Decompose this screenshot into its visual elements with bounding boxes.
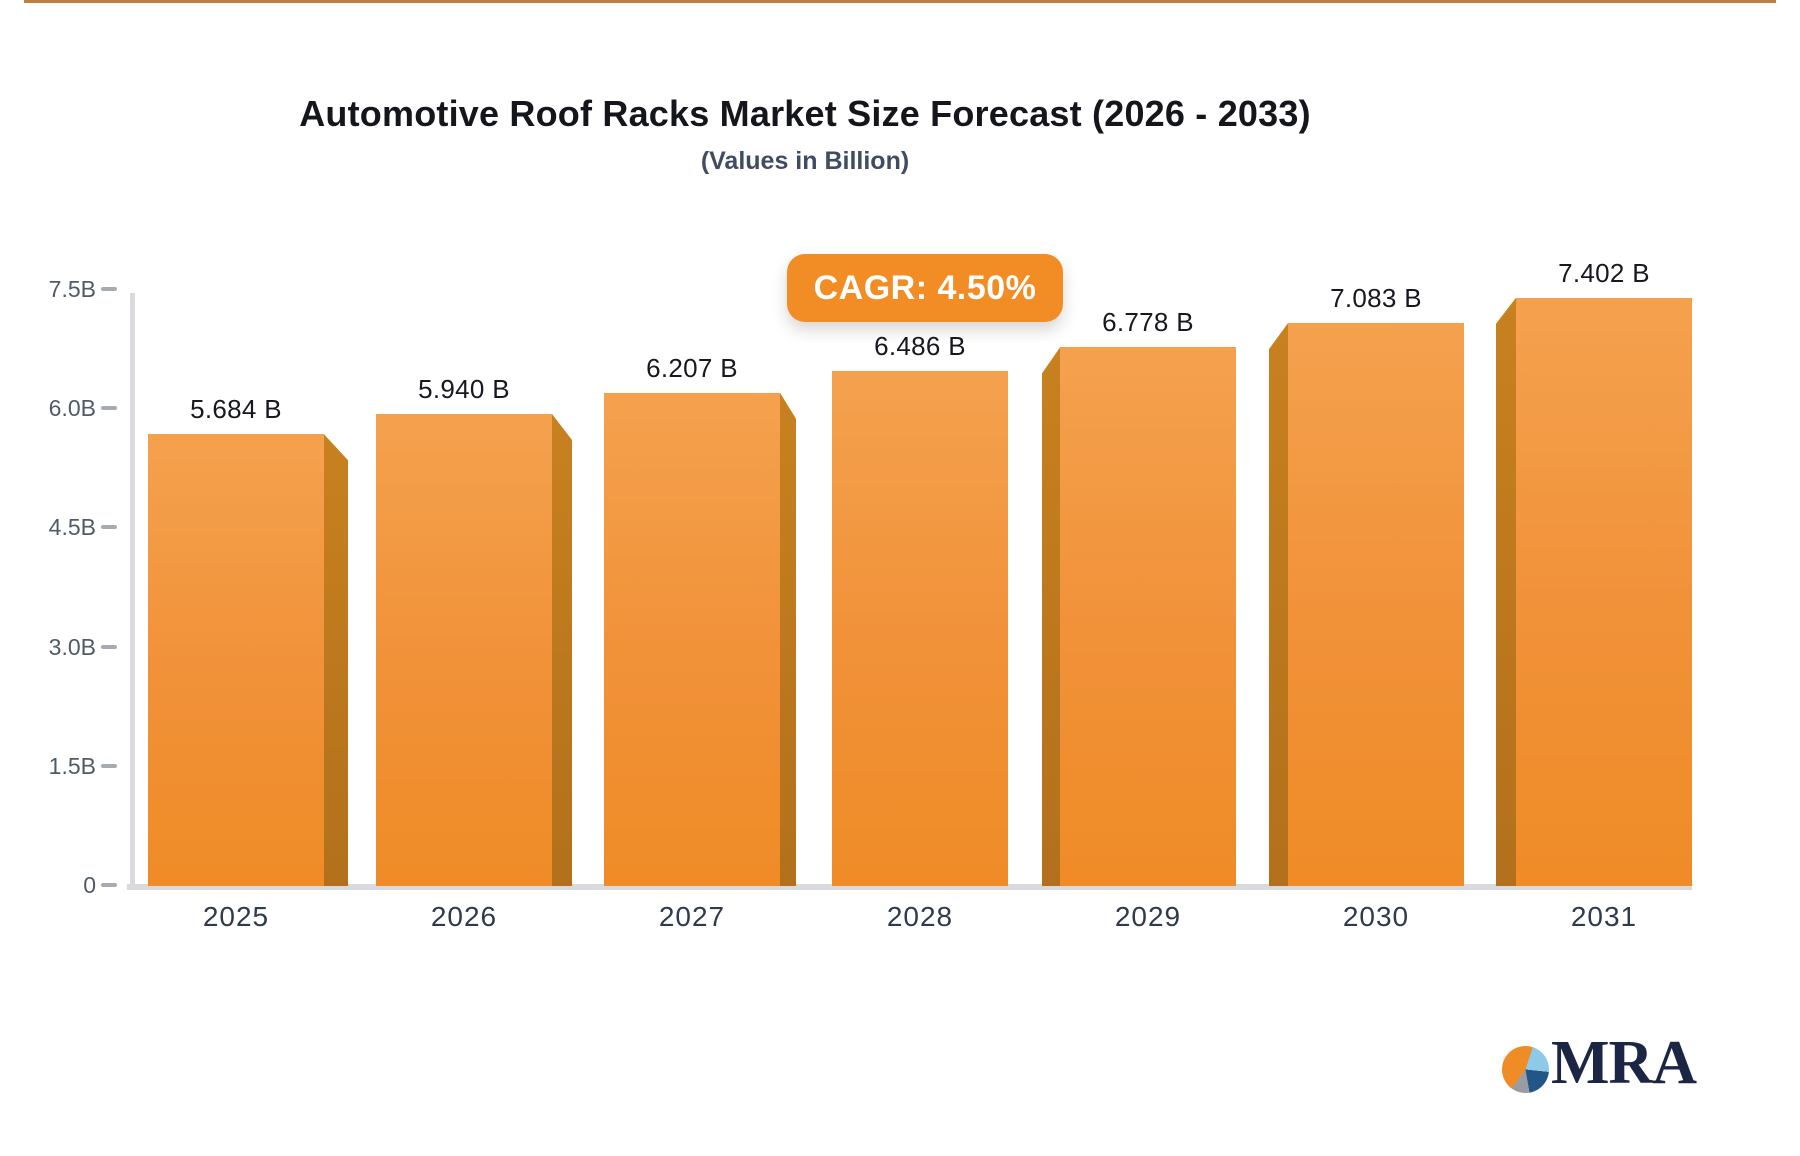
x-tick-label-2027: 2027 bbox=[658, 901, 726, 932]
bar-side-2025 bbox=[324, 434, 348, 886]
bar-value-label-2029: 6.778 B bbox=[1102, 307, 1194, 338]
x-tick-label-2025: 2025 bbox=[202, 901, 270, 932]
top-divider bbox=[24, 0, 1776, 3]
bar-2026 bbox=[376, 413, 552, 886]
bar-side-2026 bbox=[552, 413, 572, 886]
bar-side-2029 bbox=[1042, 347, 1060, 886]
bar-side-2027 bbox=[780, 392, 796, 886]
x-axis-baseline bbox=[127, 884, 1692, 890]
y-tick-label: 4.5B bbox=[48, 514, 96, 541]
y-tick-dash bbox=[101, 525, 117, 530]
cagr-badge: CAGR: 4.50% bbox=[787, 254, 1063, 322]
bar-2029 bbox=[1060, 347, 1236, 886]
bar-value-label-2031: 7.402 B bbox=[1558, 257, 1650, 288]
brand-logo-text: MRA bbox=[1551, 1029, 1697, 1097]
bar-2028 bbox=[832, 370, 1008, 886]
x-tick-label-2030: 2030 bbox=[1342, 901, 1410, 932]
x-tick-label-2026: 2026 bbox=[430, 901, 498, 932]
x-tick-label-2029: 2029 bbox=[1114, 901, 1182, 932]
y-tick-dash bbox=[101, 763, 117, 768]
chart-subtitle: (Values in Billion) bbox=[700, 147, 910, 175]
bar-2030 bbox=[1288, 323, 1464, 886]
bar-side-2031 bbox=[1496, 297, 1516, 886]
chart-title: Automotive Roof Racks Market Size Foreca… bbox=[299, 93, 1311, 134]
y-tick-label: 1.5B bbox=[48, 752, 96, 779]
bar-2027 bbox=[604, 392, 780, 886]
y-tick-label: 7.5B bbox=[48, 276, 96, 302]
bar-side-2030 bbox=[1269, 323, 1288, 886]
bar-value-label-2026: 5.940 B bbox=[418, 373, 510, 404]
brand-logo: MRA bbox=[1502, 1028, 1697, 1098]
bar-2025 bbox=[148, 434, 324, 886]
pie-chart-logo-icon bbox=[1502, 1046, 1549, 1093]
bar-2031 bbox=[1516, 297, 1692, 886]
y-tick-dash bbox=[101, 287, 117, 291]
y-tick-dash bbox=[101, 883, 117, 887]
y-axis-line bbox=[130, 293, 135, 886]
bar-value-label-2027: 6.207 B bbox=[646, 352, 738, 383]
y-tick-label: 0 bbox=[83, 872, 96, 898]
y-tick-dash bbox=[101, 644, 117, 649]
x-tick-label-2028: 2028 bbox=[886, 901, 954, 932]
y-tick-label: 6.0B bbox=[48, 395, 96, 422]
bar-value-label-2025: 5.684 B bbox=[190, 394, 282, 425]
x-tick-label-2031: 2031 bbox=[1570, 901, 1638, 932]
y-tick-dash bbox=[101, 406, 117, 411]
y-tick-label: 3.0B bbox=[48, 633, 96, 660]
cagr-badge-label: CAGR: 4.50% bbox=[813, 268, 1037, 307]
bar-value-label-2030: 7.083 B bbox=[1330, 283, 1422, 314]
bar-value-label-2028: 6.486 B bbox=[874, 330, 966, 361]
